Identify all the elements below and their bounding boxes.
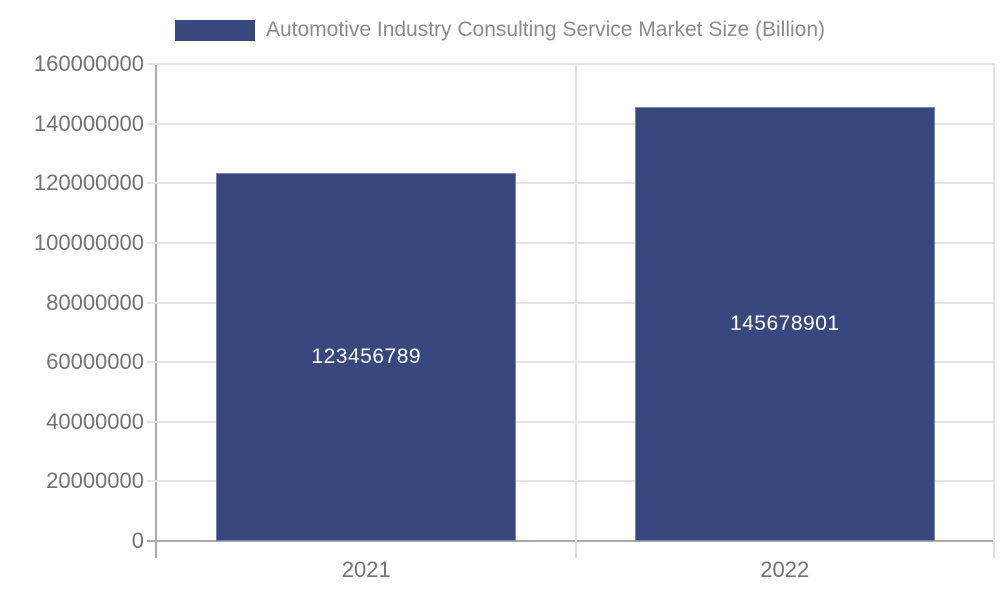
h-gridline [147,122,994,125]
y-tick-label: 60000000 [46,349,144,375]
y-tick-label: 80000000 [46,289,144,315]
v-gridline [993,64,995,541]
legend-item[interactable]: Automotive Industry Consulting Service M… [174,18,826,42]
h-gridline [147,241,994,244]
x-axis-line [147,539,994,542]
plot-area: 123456789 145678901 [147,63,995,541]
x-category-label: 2021 [341,557,391,582]
h-gridline [147,480,994,483]
y-tick-label: 160000000 [33,51,144,76]
y-tick-label: 120000000 [33,170,144,196]
y-tick-label: 140000000 [33,110,144,136]
h-gridline [147,361,994,364]
legend-label: Automotive Industry Consulting Service M… [265,18,826,41]
y-axis-line [155,64,157,558]
chart-legend: Automotive Industry Consulting Service M… [0,15,1000,45]
x-axis-tick [993,541,995,558]
v-gridline [574,64,577,541]
bar-2021[interactable]: 123456789 [216,172,517,541]
x-axis-tick [574,541,577,558]
bar-2022[interactable]: 145678901 [634,106,935,541]
h-gridline [147,301,994,304]
y-tick-label: 20000000 [46,468,144,494]
h-gridline [147,182,994,185]
y-tick-label: 100000000 [33,229,144,255]
x-category-label: 2022 [760,557,810,582]
legend-swatch-icon [174,19,255,41]
y-tick-label: 40000000 [46,408,144,434]
h-gridline [147,420,994,423]
bar-value-label: 123456789 [311,344,422,368]
h-gridline [147,63,994,65]
y-tick-label: 0 [131,528,144,553]
bar-value-label: 145678901 [729,311,840,335]
